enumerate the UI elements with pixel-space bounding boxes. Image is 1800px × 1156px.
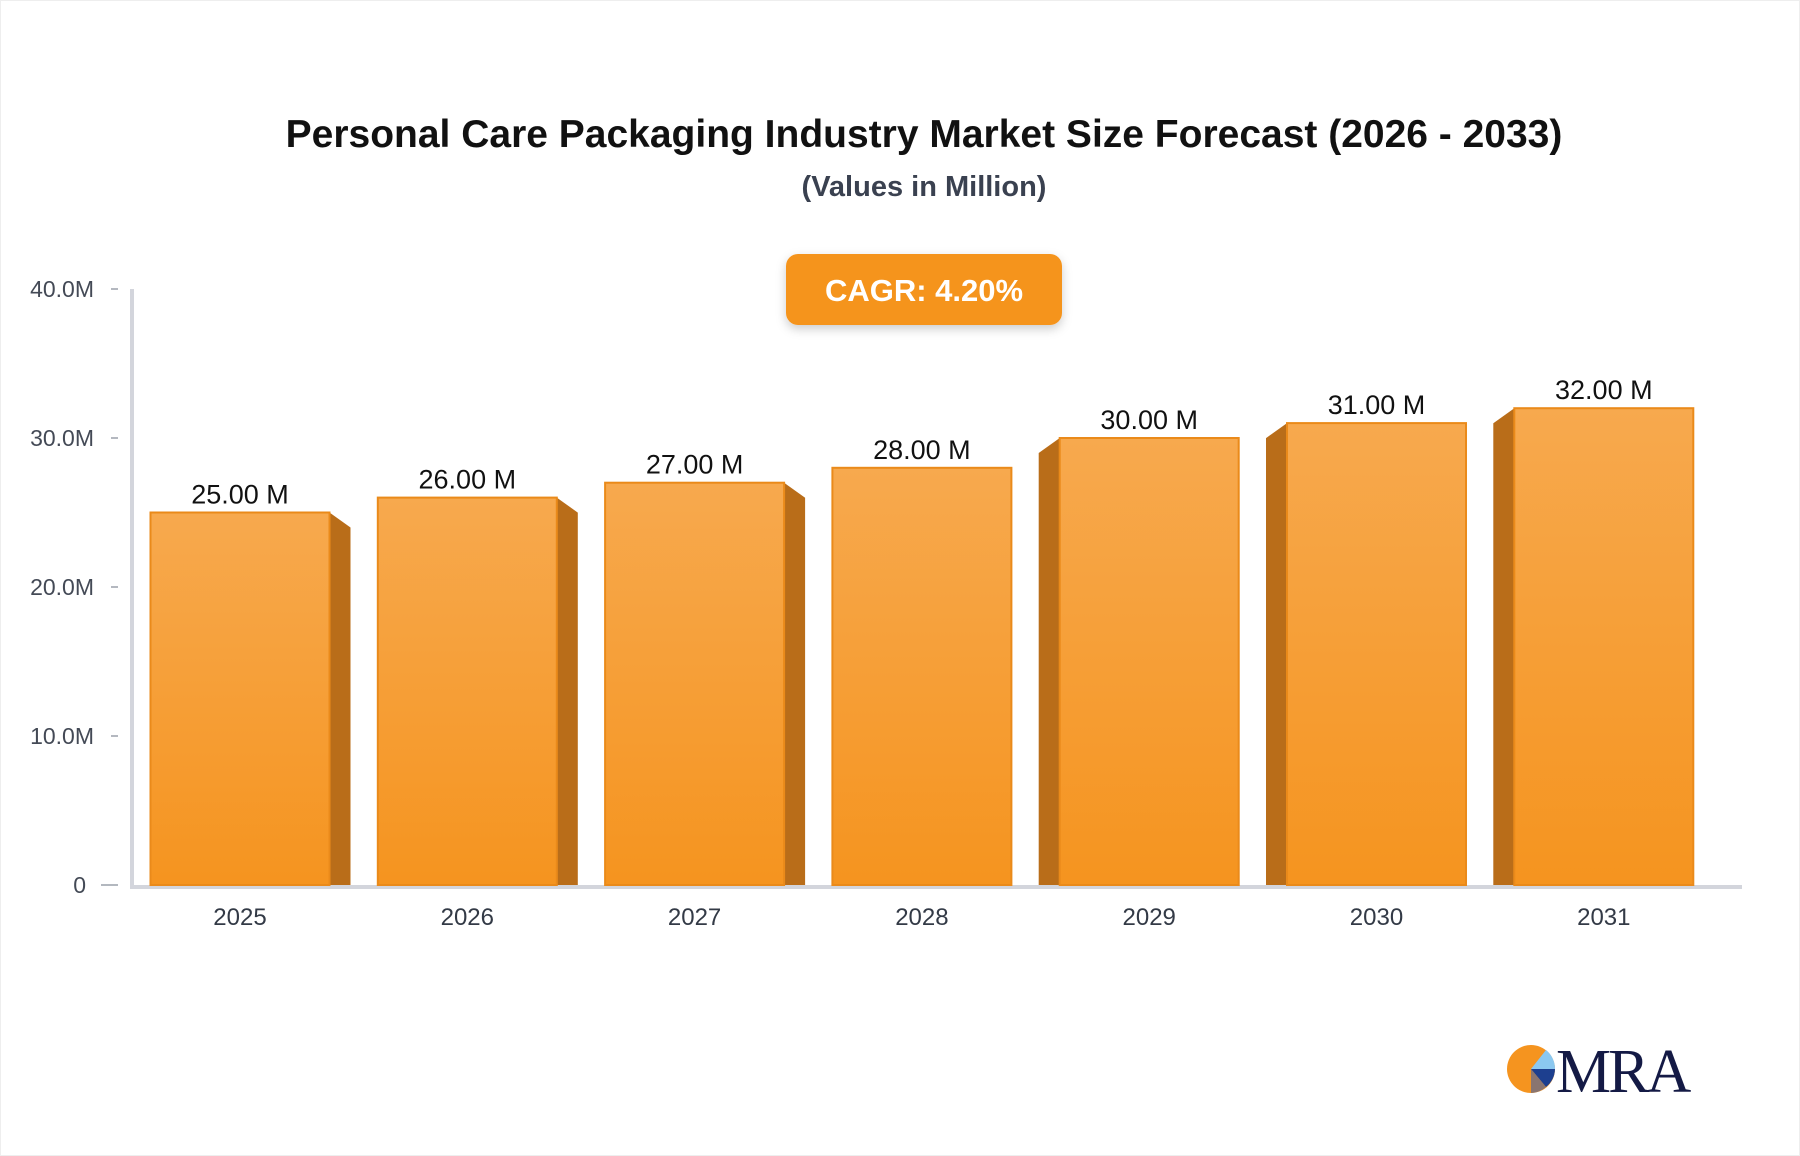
bar [1058,437,1240,886]
bar-value-label: 27.00 M [646,450,744,480]
bar-value-label: 30.00 M [1100,405,1198,435]
cagr-badge-background [786,254,1062,325]
logo-pie-darkblue [1531,1069,1555,1087]
bar-value-label: 32.00 M [1555,375,1653,405]
y-tick-label: 20.0M [30,574,94,600]
bar [376,496,558,886]
bar-group: 30.00 M 2029 [1038,405,1240,931]
bar-group: 26.00 M 2026 [376,465,578,931]
bar-value-label: 26.00 M [419,465,517,495]
bar-side [329,512,351,885]
bar-value-label: 25.00 M [191,480,289,510]
bar-side [1266,423,1287,885]
y-tick-label: 0 [73,872,86,898]
bar [1286,422,1467,886]
chart-title: Personal Care Packaging Industry Market … [286,113,1563,156]
bar-side [1038,438,1060,885]
bar-group: 27.00 M 2027 [604,450,806,931]
bar-group: 28.00 M 2028 [831,435,1013,931]
axes: 0 10.0M 20.0M 30.0M 40.0M [30,276,1742,898]
x-tick-label: 2027 [668,904,721,931]
y-tick-label: 10.0M [30,723,94,749]
bar [831,466,1013,886]
y-tick-label: 40.0M [30,276,94,302]
bar-value-label: 28.00 M [873,435,971,465]
mra-logo: MRA [1507,1038,1694,1106]
bar-side [1493,408,1515,885]
bar [604,481,786,886]
bar-group: 32.00 M 2031 [1493,375,1695,931]
x-tick-label: 2031 [1577,904,1630,931]
bar [1513,407,1695,886]
bars: 25.00 M 2025 26.00 M 2026 27.00 M 2027 28.00 M… [149,375,1695,931]
logo-text: MRA [1556,1038,1691,1106]
chart-subtitle: (Values in Million) [802,171,1047,203]
cagr-label: CAGR: 4.20% [825,273,1023,308]
x-tick-label: 2029 [1123,904,1176,931]
bar-group: 31.00 M 2030 [1266,390,1467,931]
bar [149,511,331,886]
cagr-badge [786,254,1062,325]
bar-value-label: 31.00 M [1328,390,1426,420]
logo-pie-gray [1531,1069,1546,1093]
logo-pie-lightblue [1531,1050,1556,1069]
x-tick-label: 2030 [1350,904,1403,931]
x-tick-label: 2025 [213,904,266,931]
x-tick-label: 2028 [895,904,948,931]
y-tick-label: 30.0M [30,425,94,451]
bar-group: 25.00 M 2025 [149,480,351,931]
bar-side [556,497,578,885]
bar-side [784,482,806,885]
x-tick-label: 2026 [441,904,494,931]
